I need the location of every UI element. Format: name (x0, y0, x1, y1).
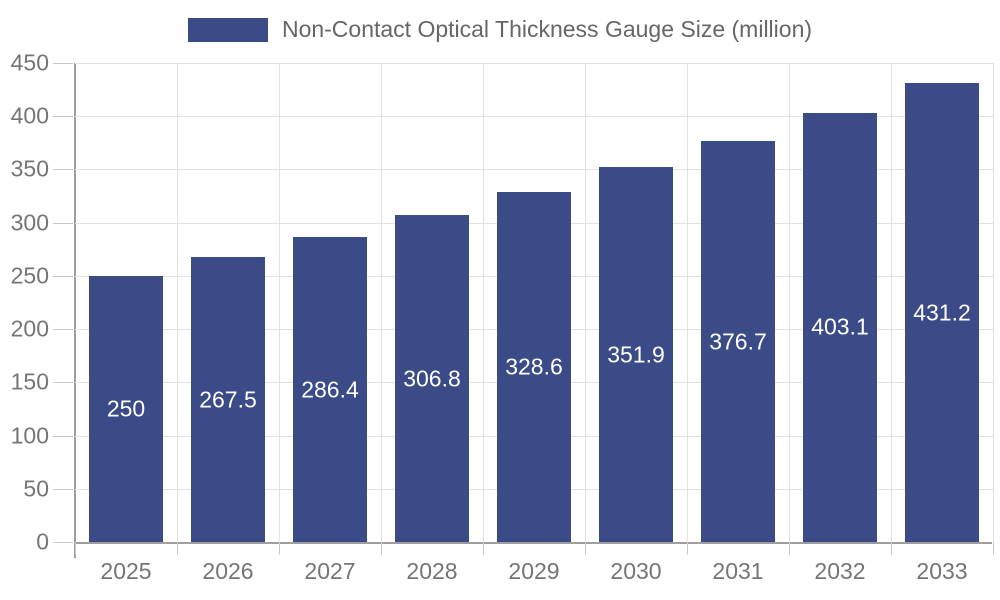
bar-2025: 250 (89, 275, 163, 542)
gridline-y-400 (75, 116, 993, 118)
x-tick-mark-3 (381, 542, 382, 555)
bar-value-label-2030: 351.9 (607, 341, 665, 368)
y-tick-label-350: 350 (10, 155, 49, 182)
x-tick-mark-4 (483, 542, 484, 555)
gridline-y-450 (75, 63, 993, 64)
x-tick-label-2031: 2031 (712, 558, 764, 584)
gridline-x-6 (687, 63, 688, 542)
x-tick-mark-2 (279, 542, 280, 555)
y-tick-mark-450 (53, 63, 73, 64)
bar-2033: 431.2 (905, 83, 979, 542)
gridline-x-2 (279, 63, 280, 542)
x-tick-label-2026: 2026 (202, 558, 254, 584)
y-tick-label-150: 150 (10, 368, 49, 395)
bar-value-label-2026: 267.5 (199, 386, 257, 413)
y-tick-mark-200 (53, 329, 73, 331)
x-tick-mark-6 (687, 542, 688, 555)
y-tick-mark-350 (53, 169, 73, 171)
x-tick-label-2032: 2032 (814, 558, 866, 584)
bar-2032: 403.1 (803, 112, 877, 542)
y-tick-mark-0 (53, 542, 73, 543)
bar-value-label-2032: 403.1 (811, 313, 869, 340)
y-tick-label-100: 100 (10, 422, 49, 449)
plot-area: 250 267.5 286.4 306.8 328.6 351.9 376.7 403.1 43… (74, 63, 994, 558)
x-tick-label-2028: 2028 (406, 558, 458, 584)
y-tick-label-400: 400 (10, 102, 49, 129)
y-axis: 0 50 100 150 200 250 300 350 400 450 (0, 50, 75, 555)
x-tick-mark-8 (891, 542, 892, 555)
gridline-x-4 (483, 63, 484, 542)
y-tick-mark-100 (53, 435, 73, 437)
gridline-x-5 (585, 63, 586, 542)
gridline-x-8 (891, 63, 892, 542)
gridline-y-350 (75, 169, 993, 171)
bar-value-label-2027: 286.4 (301, 376, 359, 403)
bar-value-label-2025: 250 (106, 395, 146, 422)
y-tick-label-0: 0 (36, 528, 49, 555)
x-tick-label-2033: 2033 (916, 558, 968, 584)
x-tick-mark-7 (789, 542, 790, 555)
x-axis-line (74, 542, 992, 544)
bar-2031: 376.7 (701, 141, 775, 542)
bar-2030: 351.9 (599, 167, 673, 542)
legend-label: Non-Contact Optical Thickness Gauge Size… (281, 16, 813, 42)
bar-2029: 328.6 (497, 192, 571, 542)
x-tick-label-2030: 2030 (610, 558, 662, 584)
y-tick-mark-50 (53, 488, 73, 490)
gridline-x-1 (177, 63, 178, 542)
y-tick-mark-400 (53, 116, 73, 118)
x-tick-label-2027: 2027 (304, 558, 356, 584)
y-tick-label-50: 50 (23, 475, 49, 502)
bar-2027: 286.4 (293, 237, 367, 542)
gridline-x-3 (381, 63, 382, 542)
bar-2026: 267.5 (191, 257, 265, 542)
y-tick-mark-150 (53, 382, 73, 384)
y-tick-mark-250 (53, 275, 73, 277)
x-tick-mark-1 (177, 542, 178, 555)
y-tick-mark-300 (53, 222, 73, 224)
bar-2028: 306.8 (395, 215, 469, 542)
bar-value-label-2029: 328.6 (505, 353, 563, 380)
legend: Non-Contact Optical Thickness Gauge Size… (0, 16, 1000, 43)
bar-value-label-2031: 376.7 (709, 328, 767, 355)
y-tick-label-300: 300 (10, 209, 49, 236)
bar-value-label-2028: 306.8 (403, 365, 461, 392)
gridline-x-9 (993, 63, 994, 542)
x-tick-mark-9 (993, 542, 994, 555)
gridline-x-7 (789, 63, 790, 542)
y-tick-label-250: 250 (10, 262, 49, 289)
y-tick-label-200: 200 (10, 315, 49, 342)
legend-swatch (187, 17, 268, 42)
y-axis-line (74, 63, 76, 558)
x-tick-label-2029: 2029 (508, 558, 560, 584)
bar-value-label-2033: 431.2 (913, 299, 971, 325)
x-tick-label-2025: 2025 (100, 558, 152, 584)
y-tick-label-450: 450 (10, 49, 49, 76)
x-axis: 2025 2026 2027 2028 2029 2030 2031 2032 2033 (75, 552, 993, 592)
x-tick-mark-5 (585, 542, 586, 555)
x-tick-mark-0 (75, 542, 76, 555)
